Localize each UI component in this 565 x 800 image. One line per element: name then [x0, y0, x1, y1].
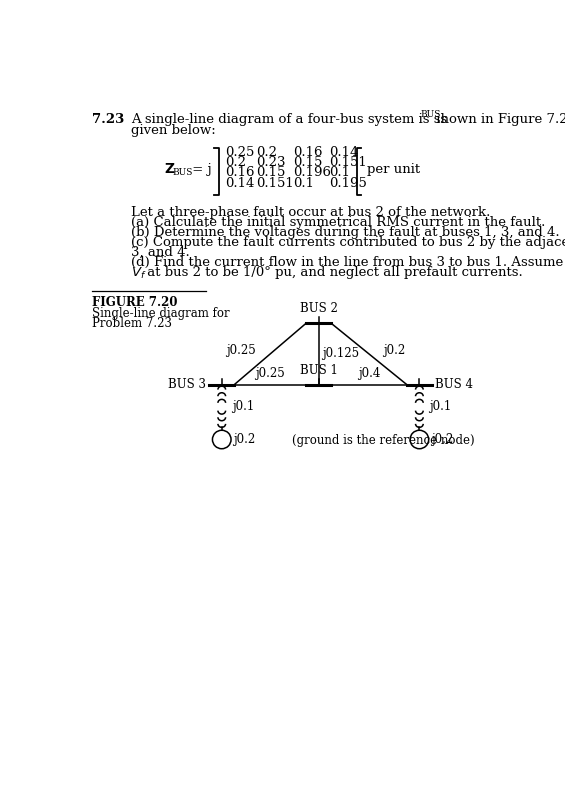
Text: Single-line diagram for: Single-line diagram for: [92, 307, 230, 320]
Text: (c) Compute the fault currents contributed to bus 2 by the adjacent unfaulted bu: (c) Compute the fault currents contribut…: [131, 236, 565, 249]
Text: BUS 4: BUS 4: [435, 378, 473, 391]
Text: 0.2: 0.2: [256, 146, 277, 159]
Text: $\mathbf{Z}$: $\mathbf{Z}$: [164, 162, 175, 176]
Text: 0.196: 0.196: [293, 166, 331, 179]
Text: 0.25: 0.25: [225, 146, 254, 159]
Text: 0.1: 0.1: [329, 166, 350, 179]
Text: (a) Calculate the initial symmetrical RMS current in the fault.: (a) Calculate the initial symmetrical RM…: [131, 216, 545, 229]
Text: 3, and 4.: 3, and 4.: [131, 246, 190, 259]
Text: A single-line diagram of a four-bus system is shown in Figure 7.20, for which Z: A single-line diagram of a four-bus syst…: [131, 113, 565, 126]
Text: j0.25: j0.25: [255, 367, 285, 380]
Text: FIGURE 7.20: FIGURE 7.20: [92, 296, 178, 309]
Text: per unit: per unit: [367, 163, 420, 177]
Text: j0.1: j0.1: [429, 400, 451, 414]
Text: Let a three-phase fault occur at bus 2 of the network.: Let a three-phase fault occur at bus 2 o…: [131, 206, 490, 219]
Text: (ground is the reference node): (ground is the reference node): [292, 434, 474, 446]
Text: j0.125: j0.125: [321, 347, 359, 361]
Text: 0.1: 0.1: [293, 178, 314, 190]
Text: BUS: BUS: [420, 110, 441, 119]
Text: j0.2: j0.2: [431, 433, 453, 446]
Text: 0.14: 0.14: [329, 146, 358, 159]
Text: 0.16: 0.16: [293, 146, 323, 159]
Text: $V_f$: $V_f$: [131, 266, 146, 282]
Text: j0.1: j0.1: [232, 400, 254, 414]
Text: j0.25: j0.25: [227, 344, 257, 358]
Text: 0.15: 0.15: [256, 166, 285, 179]
Text: j0.2: j0.2: [233, 433, 255, 446]
Text: BUS 2: BUS 2: [299, 302, 337, 315]
Text: j0.4: j0.4: [358, 367, 380, 380]
Text: BUS 1: BUS 1: [299, 364, 337, 377]
Text: 0.151: 0.151: [329, 157, 367, 170]
Text: 0.16: 0.16: [225, 166, 254, 179]
Text: 0.195: 0.195: [329, 178, 367, 190]
Text: 0.151: 0.151: [256, 178, 294, 190]
Text: (d) Find the current flow in the line from bus 3 to bus 1. Assume the prefault v: (d) Find the current flow in the line fr…: [131, 256, 565, 269]
Text: 0.14: 0.14: [225, 178, 254, 190]
Text: 0.15: 0.15: [293, 157, 323, 170]
Text: = j: = j: [188, 162, 211, 176]
Text: BUS: BUS: [173, 168, 193, 177]
Text: given below:: given below:: [131, 124, 216, 137]
Text: j0.2: j0.2: [383, 344, 405, 358]
Text: 0.23: 0.23: [256, 157, 285, 170]
Text: BUS 3: BUS 3: [168, 378, 206, 391]
Text: is: is: [432, 113, 447, 126]
Text: at bus 2 to be 1/0° pu, and neglect all prefault currents.: at bus 2 to be 1/0° pu, and neglect all …: [144, 266, 523, 279]
Text: Problem 7.23: Problem 7.23: [92, 317, 172, 330]
Text: (b) Determine the voltages during the fault at buses 1, 3, and 4.: (b) Determine the voltages during the fa…: [131, 226, 560, 239]
Text: 0.2: 0.2: [225, 157, 246, 170]
Text: 7.23: 7.23: [92, 113, 124, 126]
